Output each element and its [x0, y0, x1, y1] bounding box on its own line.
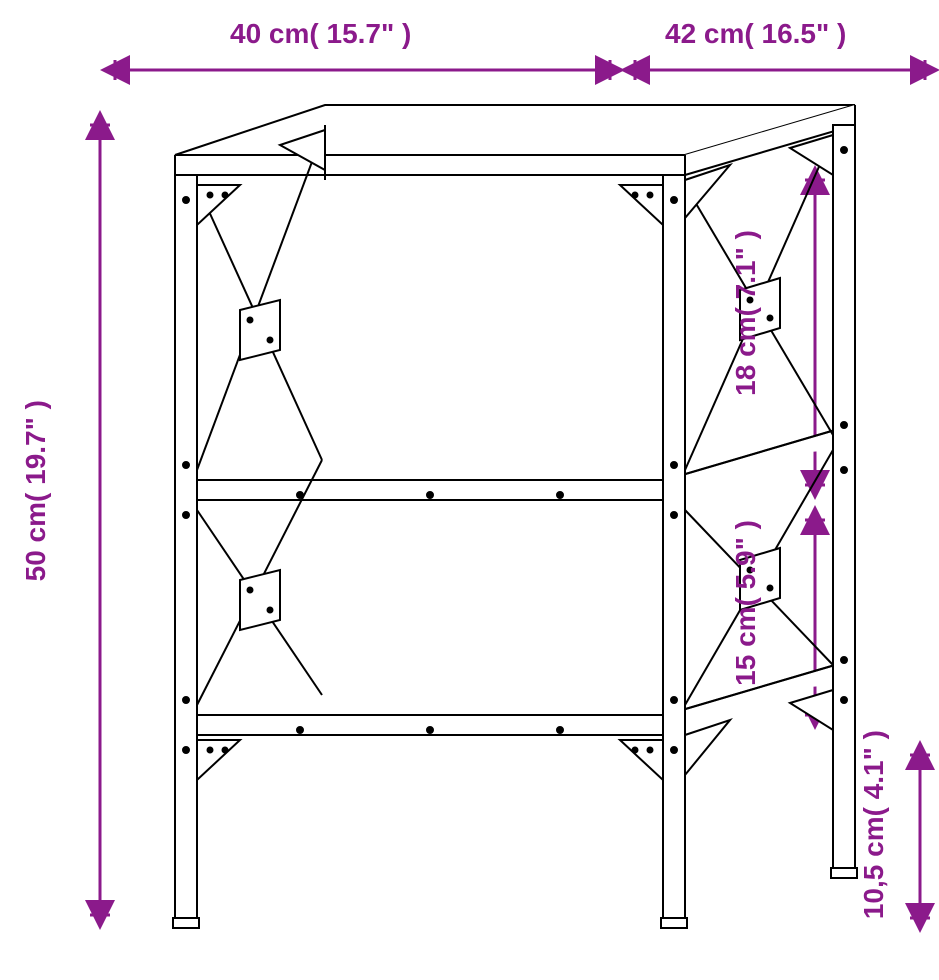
depth-dimension [635, 60, 925, 80]
leg-height-label: 10,5 cm( 4.1" ) [858, 730, 890, 919]
dimension-diagram [0, 0, 939, 980]
width-dimension [115, 60, 610, 80]
width-label: 40 cm( 15.7" ) [230, 18, 411, 50]
depth-label: 42 cm( 16.5" ) [665, 18, 846, 50]
lower-gap-label: 15 cm( 5.9" ) [730, 520, 762, 686]
upper-gap-label: 18 cm( 7.1" ) [730, 230, 762, 396]
height-label: 50 cm( 19.7" ) [20, 400, 52, 581]
furniture-drawing [173, 105, 857, 928]
leg-height-dimension [910, 755, 930, 918]
height-dimension [90, 125, 110, 915]
